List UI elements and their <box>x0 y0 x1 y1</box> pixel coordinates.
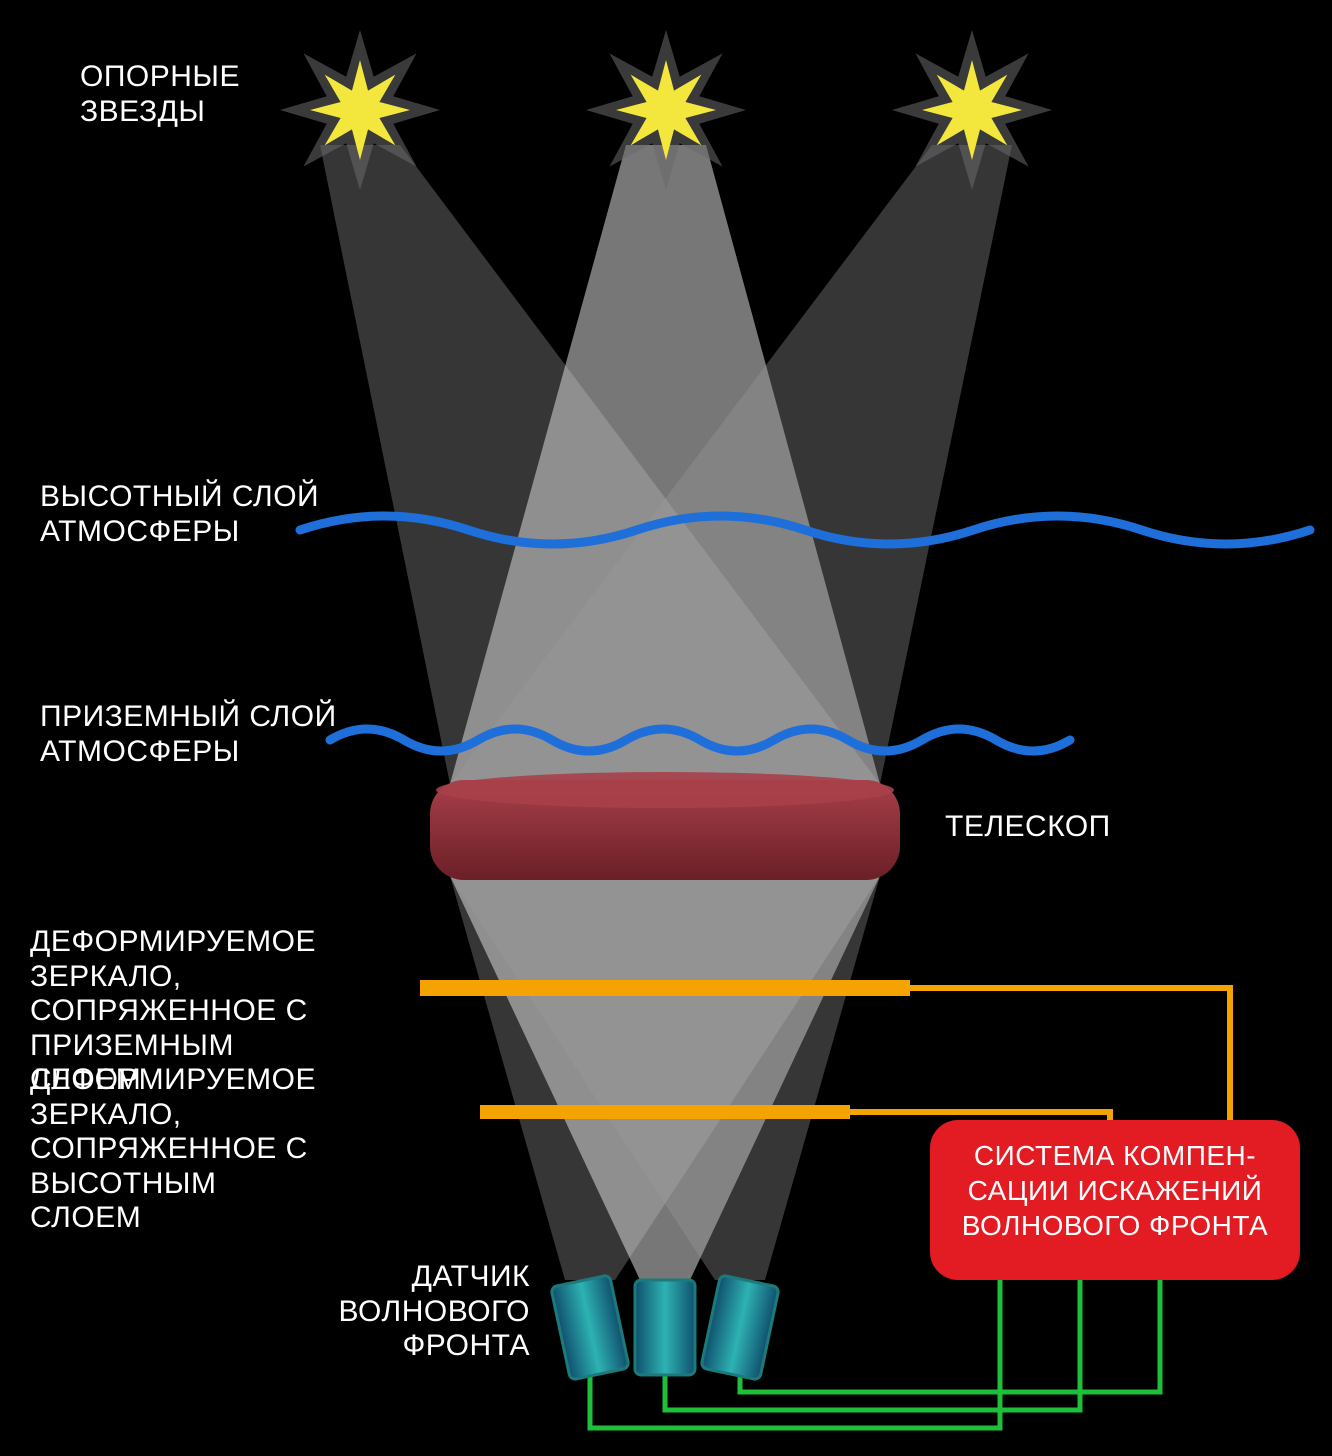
label-mirror-high: ДЕФОРМИРУЕМОЕ ЗЕРКАЛО,СОПРЯЖЕННОЕ С ВЫСО… <box>30 1063 460 1236</box>
star-icon <box>922 60 1022 160</box>
label-wavefront-sensor: ДАТЧИКВОЛНОВОГОФРОНТА <box>300 1260 530 1364</box>
mirror-high-layer <box>480 1105 850 1119</box>
wire-mirror-ground <box>910 988 1230 1120</box>
label-compensation-box: СИСТЕМА КОМПЕН-САЦИИ ИСКАЖЕНИЙВОЛНОВОГО … <box>935 1138 1295 1243</box>
wire-mirror-high <box>850 1112 1110 1120</box>
label-high-atmosphere: ВЫСОТНЫЙ СЛОЙАТМОСФЕРЫ <box>40 480 319 549</box>
wire-sensor <box>740 1280 1160 1392</box>
wavefront-sensor <box>635 1280 695 1375</box>
star-icon <box>310 60 410 160</box>
label-telescope: ТЕЛЕСКОП <box>945 810 1111 845</box>
label-reference-stars: ОПОРНЫЕЗВЕЗДЫ <box>80 60 240 129</box>
star-icon <box>616 60 716 160</box>
mirror-ground-layer <box>420 980 910 996</box>
adaptive-optics-diagram: ОПОРНЫЕЗВЕЗДЫ ВЫСОТНЫЙ СЛОЙАТМОСФЕРЫ ПРИ… <box>0 0 1332 1456</box>
upper-beams <box>320 145 1012 784</box>
lower-beams <box>450 876 880 1280</box>
label-ground-atmosphere: ПРИЗЕМНЫЙ СЛОЙАТМОСФЕРЫ <box>40 700 337 769</box>
telescope-top <box>436 772 894 808</box>
wavefront-sensor <box>701 1275 779 1380</box>
wavefront-sensor <box>551 1275 629 1380</box>
